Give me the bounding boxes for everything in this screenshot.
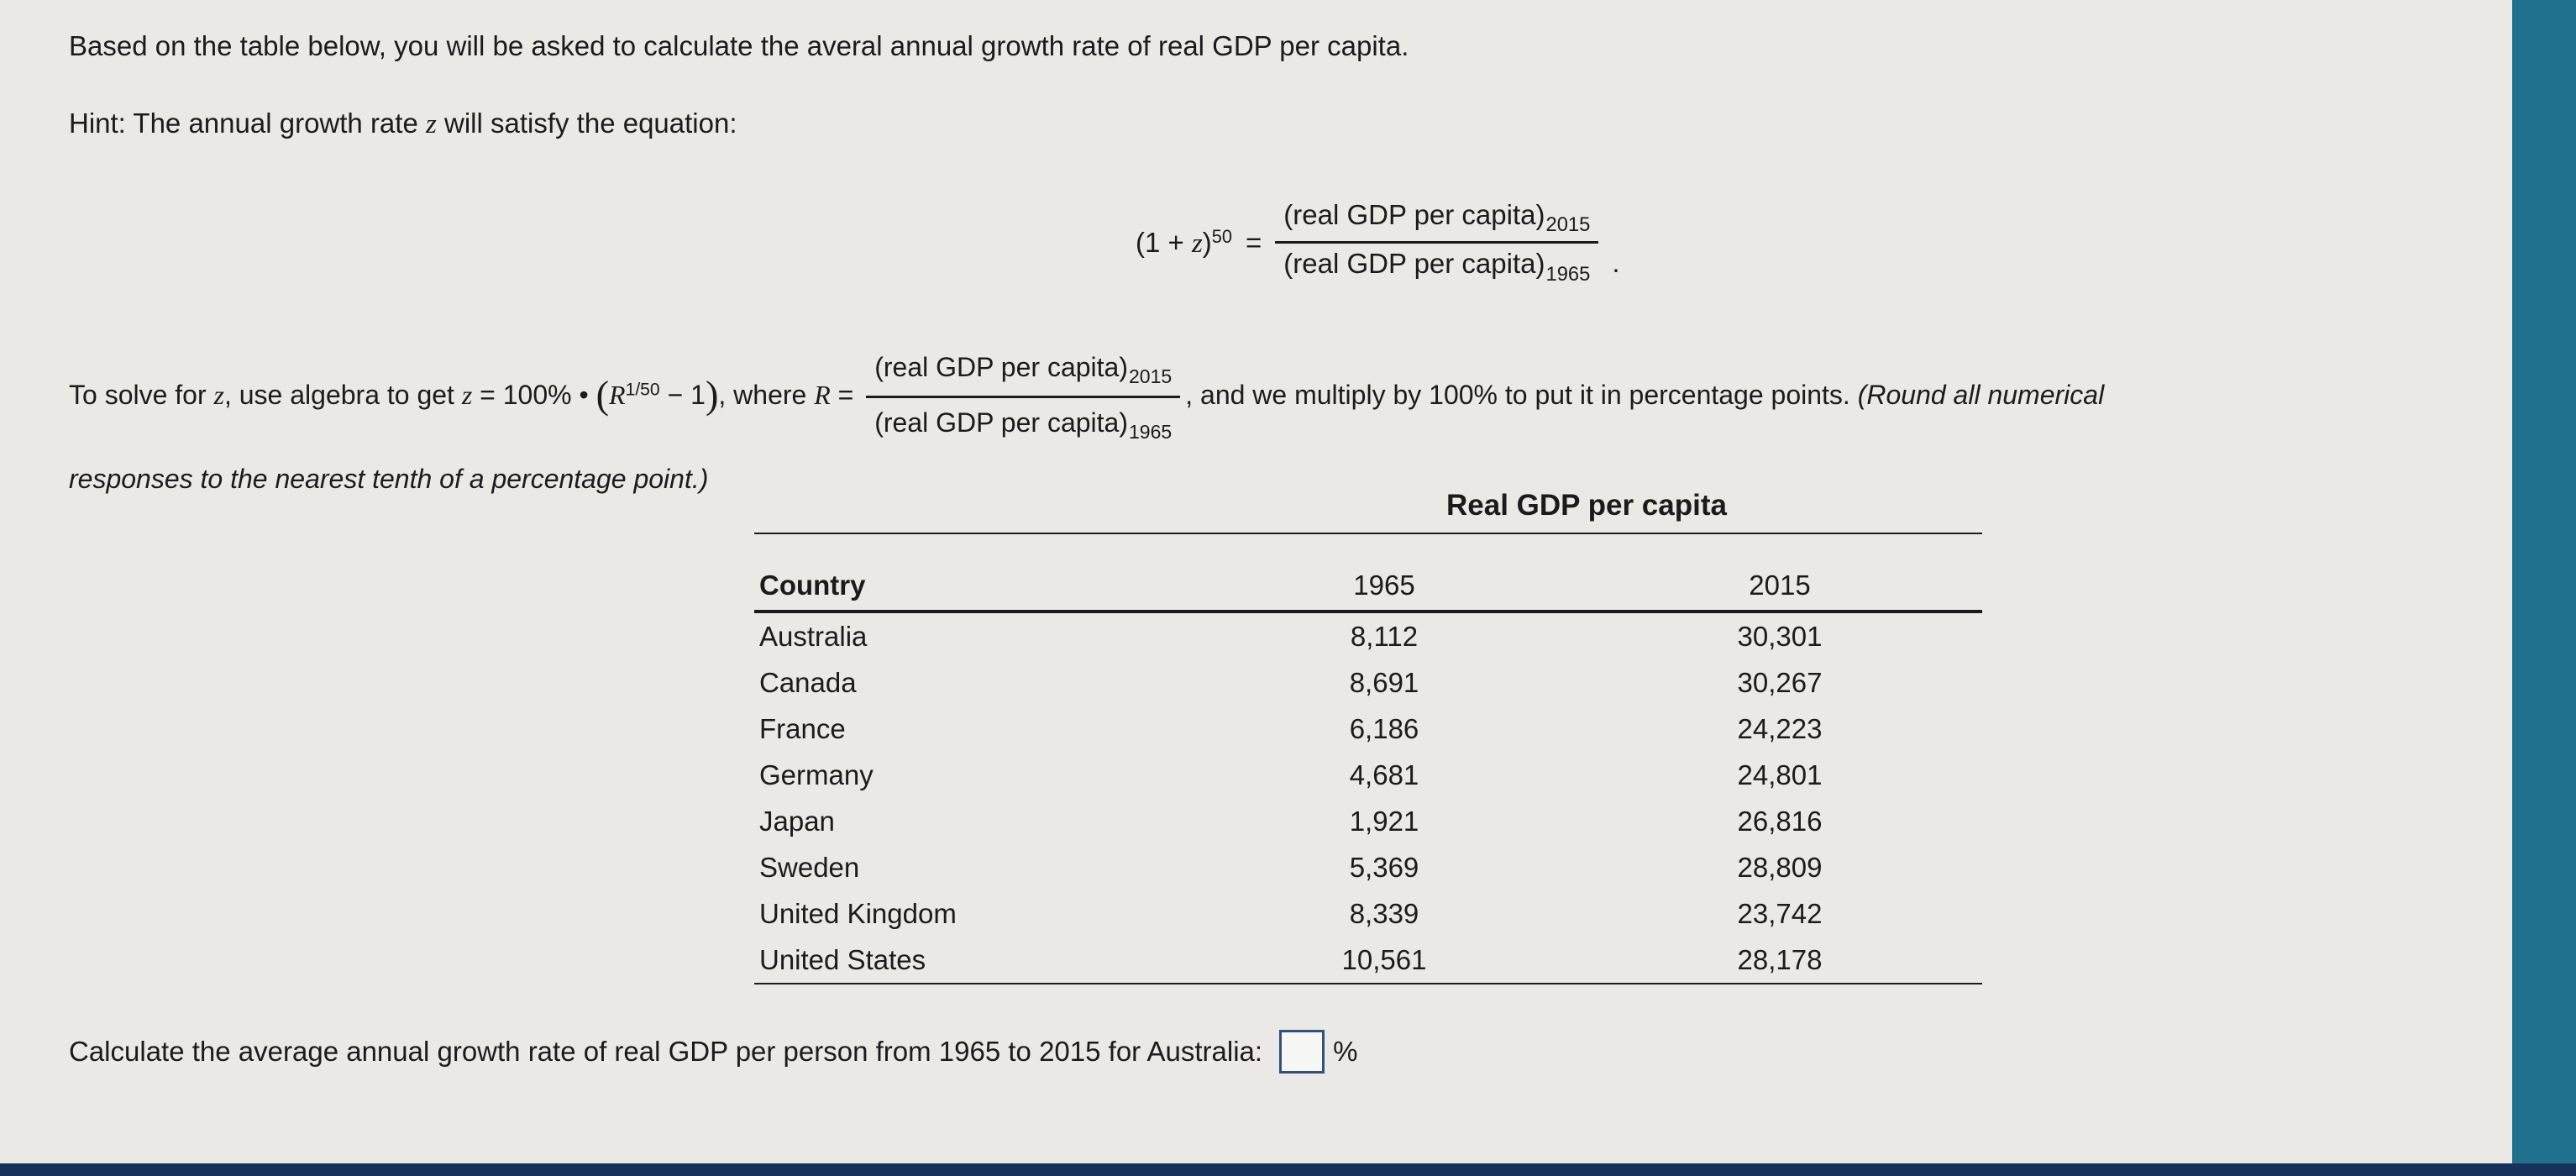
table-row: Australia 8,112 30,301 (754, 613, 1982, 659)
lhs-variable-z: z (1191, 228, 1203, 259)
header-1965: 1965 (1353, 570, 1415, 601)
table-row: Canada 8,691 30,267 (754, 659, 1982, 706)
solve-seg-3: = 100% • (472, 379, 596, 410)
table-row: United Kingdom 8,339 23,742 (754, 890, 1982, 937)
equation-lhs: (1 + z)50 (1136, 226, 1232, 260)
cell-1965: 8,112 (1350, 620, 1419, 652)
hint-prefix: Hint: The annual growth rate (69, 108, 426, 139)
equals-sign: = (1246, 226, 1262, 258)
cell-country: Germany (759, 759, 874, 790)
bottom-accent-bar (0, 1163, 2576, 1176)
cell-country: Australia (759, 620, 868, 652)
solve-seg-4: , where (718, 379, 815, 410)
cell-country: France (759, 712, 846, 744)
cell-1965: 10,561 (1341, 943, 1427, 975)
cell-2015: 24,223 (1737, 712, 1823, 744)
solve-var-z2: z (461, 379, 473, 410)
question-row: Calculate the average annual growth rate… (69, 1030, 1357, 1074)
round-note-line-2: responses to the nearest tenth of a perc… (69, 464, 709, 495)
solve-line-1: To solve for z, use algebra to get z = 1… (69, 352, 2105, 443)
solve-seg-5: = (830, 379, 862, 410)
inline-numerator-subscript: 2015 (1128, 365, 1173, 388)
table-title: Real GDP per capita (1446, 489, 1727, 522)
inline-denominator-subscript: 1965 (1128, 420, 1173, 443)
cell-1965: 8,691 (1349, 666, 1419, 698)
cell-1965: 5,369 (1349, 851, 1419, 883)
right-accent-bar (2512, 0, 2576, 1176)
table-rule-bottom (754, 983, 1982, 984)
cell-country: Japan (759, 805, 835, 837)
table-row: Germany 4,681 24,801 (754, 752, 1982, 798)
cell-2015: 24,801 (1737, 759, 1823, 790)
cell-2015: 28,178 (1737, 943, 1823, 975)
table-row: Japan 1,921 26,816 (754, 798, 1982, 844)
solve-var-z: z (213, 379, 224, 410)
intro-text: Based on the table below, you will be as… (69, 30, 1409, 61)
open-paren: ( (595, 374, 610, 417)
cell-1965: 1,921 (1349, 805, 1419, 837)
cell-1965: 4,681 (1349, 759, 1419, 790)
inline-numerator-text: (real GDP per capita) (874, 352, 1128, 382)
answer-input[interactable] (1279, 1030, 1325, 1074)
solve-var-R: R (609, 379, 626, 410)
header-2015: 2015 (1749, 570, 1811, 601)
gdp-ratio-fraction: (real GDP per capita)2015 (real GDP per … (1275, 195, 1599, 291)
hint-text: Hint: The annual growth rate z will sati… (69, 108, 737, 140)
cell-country: United States (759, 943, 926, 975)
table-rule-top (754, 533, 1982, 534)
cell-1965: 6,186 (1349, 712, 1419, 744)
cell-country: Canada (759, 666, 857, 698)
table-rule-header (754, 610, 1982, 613)
equation-period: . (1612, 246, 1620, 278)
gdp-table: Real GDP per capita Country 1965 2015 Au… (754, 489, 1982, 984)
inline-fraction-numerator: (real GDP per capita)2015 (866, 343, 1180, 396)
lhs-open: (1 + (1136, 226, 1192, 258)
cell-country: United Kingdom (759, 897, 957, 929)
cell-2015: 23,742 (1737, 897, 1823, 929)
fraction-numerator: (real GDP per capita)2015 (1275, 195, 1598, 241)
round-note-line-1: (Round all numerical (1857, 379, 2105, 410)
cell-2015: 30,267 (1737, 666, 1823, 698)
question-label: Calculate the average annual growth rate… (69, 1036, 1263, 1067)
hint-variable-z: z (425, 109, 437, 139)
solve-paragraph: To solve for z, use algebra to get z = 1… (69, 343, 2530, 499)
denominator-text: (real GDP per capita) (1283, 248, 1545, 280)
percent-sign: % (1333, 1036, 1358, 1067)
lhs-close: ) (1202, 226, 1212, 258)
cell-country: Sweden (759, 851, 860, 883)
denominator-subscript: 1965 (1545, 262, 1591, 286)
inline-denominator-text: (real GDP per capita) (874, 407, 1128, 438)
inline-gdp-ratio-fraction: (real GDP per capita)2015 (real GDP per c… (866, 343, 1181, 451)
table-row: Sweden 5,369 28,809 (754, 844, 1982, 890)
table-row: France 6,186 24,223 (754, 706, 1982, 752)
table-header-row: Country 1965 2015 (754, 534, 1982, 610)
solve-var-R2: R (814, 379, 831, 410)
header-country: Country (759, 570, 866, 601)
cell-2015: 30,301 (1737, 620, 1823, 652)
fraction-bar (1275, 241, 1599, 244)
minus-one: − 1 (659, 379, 706, 410)
lhs-exponent: 50 (1211, 225, 1233, 247)
hint-suffix: will satisfy the equation: (436, 108, 737, 139)
cell-2015: 28,809 (1737, 851, 1823, 883)
R-exponent: 1/50 (625, 380, 660, 400)
solve-seg-6: , and we multiply by 100% to put it in p… (1185, 379, 1858, 410)
inline-fraction-denominator: (real GDP per capita)1965 (866, 398, 1180, 451)
fraction-denominator: (real GDP per capita)1965 (1275, 244, 1598, 290)
solve-seg-1: To solve for (69, 379, 214, 410)
numerator-text: (real GDP per capita) (1283, 199, 1545, 230)
growth-equation: (1 + z)50 = (real GDP per capita)2015 (r… (1136, 195, 1620, 291)
close-paren: ) (705, 374, 719, 417)
table-row: United States 10,561 28,178 (754, 937, 1982, 983)
inline-fraction-bar (866, 395, 1181, 398)
numerator-subscript: 2015 (1545, 213, 1591, 237)
cell-1965: 8,339 (1349, 897, 1419, 929)
solve-seg-2: , use algebra to get (223, 379, 462, 410)
cell-2015: 26,816 (1737, 805, 1823, 837)
